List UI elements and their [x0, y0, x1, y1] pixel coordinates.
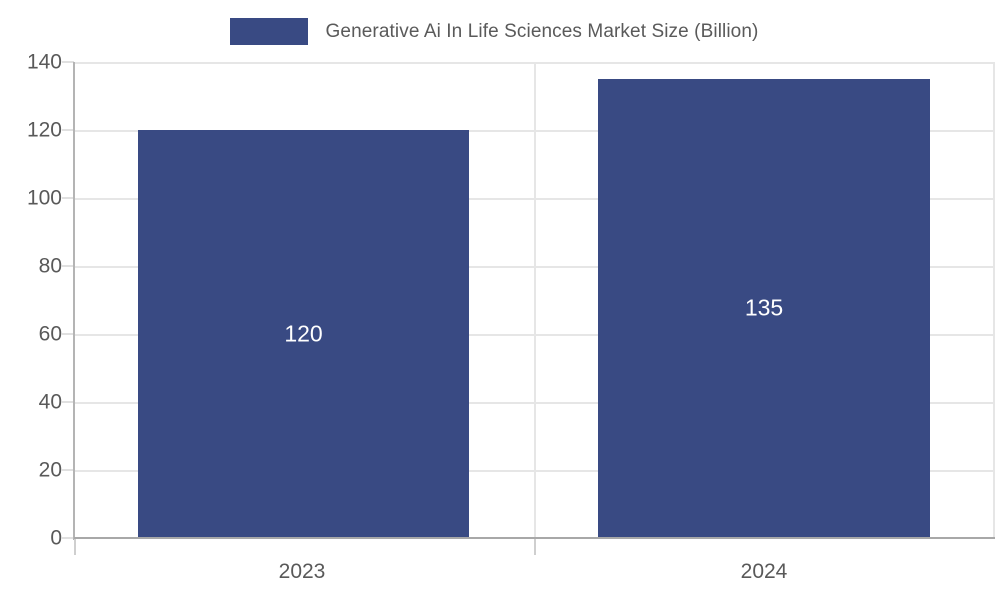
bar-value-label: 135 [744, 294, 784, 321]
y-tick-label: 140 [26, 50, 62, 74]
y-tick-label: 120 [26, 118, 62, 142]
bar-2024[interactable]: 135 [598, 79, 930, 538]
y-tick-label: 100 [26, 186, 62, 210]
y-tick-label: 80 [38, 254, 62, 278]
y-axis-spine [73, 62, 75, 540]
bar-value-label: 120 [284, 320, 323, 347]
x-tick-label-2023: 2023 [278, 560, 326, 583]
x-axis-tick-mark [534, 539, 536, 555]
y-tick-label: 40 [38, 390, 62, 414]
x-axis-tick-mark [74, 539, 76, 555]
y-tick-label: 60 [38, 322, 62, 346]
bar-2023[interactable]: 120 [138, 130, 469, 538]
x-axis-spine [74, 537, 995, 539]
gridline-vertical [993, 62, 995, 538]
y-axis-labels: 140 120 100 80 60 40 20 0 [0, 0, 62, 600]
gridline-vertical [534, 62, 536, 538]
legend-color-swatch [229, 17, 308, 45]
chart-legend: Generative Ai In Life Sciences Market Si… [0, 0, 1000, 62]
legend-label: Generative Ai In Life Sciences Market Si… [325, 20, 759, 42]
legend-item[interactable]: Generative Ai In Life Sciences Market Si… [229, 17, 759, 45]
plot-area: 120 135 [74, 62, 995, 538]
y-tick-label: 0 [50, 526, 62, 550]
x-tick-label-2024: 2024 [740, 560, 788, 583]
y-tick-label: 20 [38, 458, 62, 482]
